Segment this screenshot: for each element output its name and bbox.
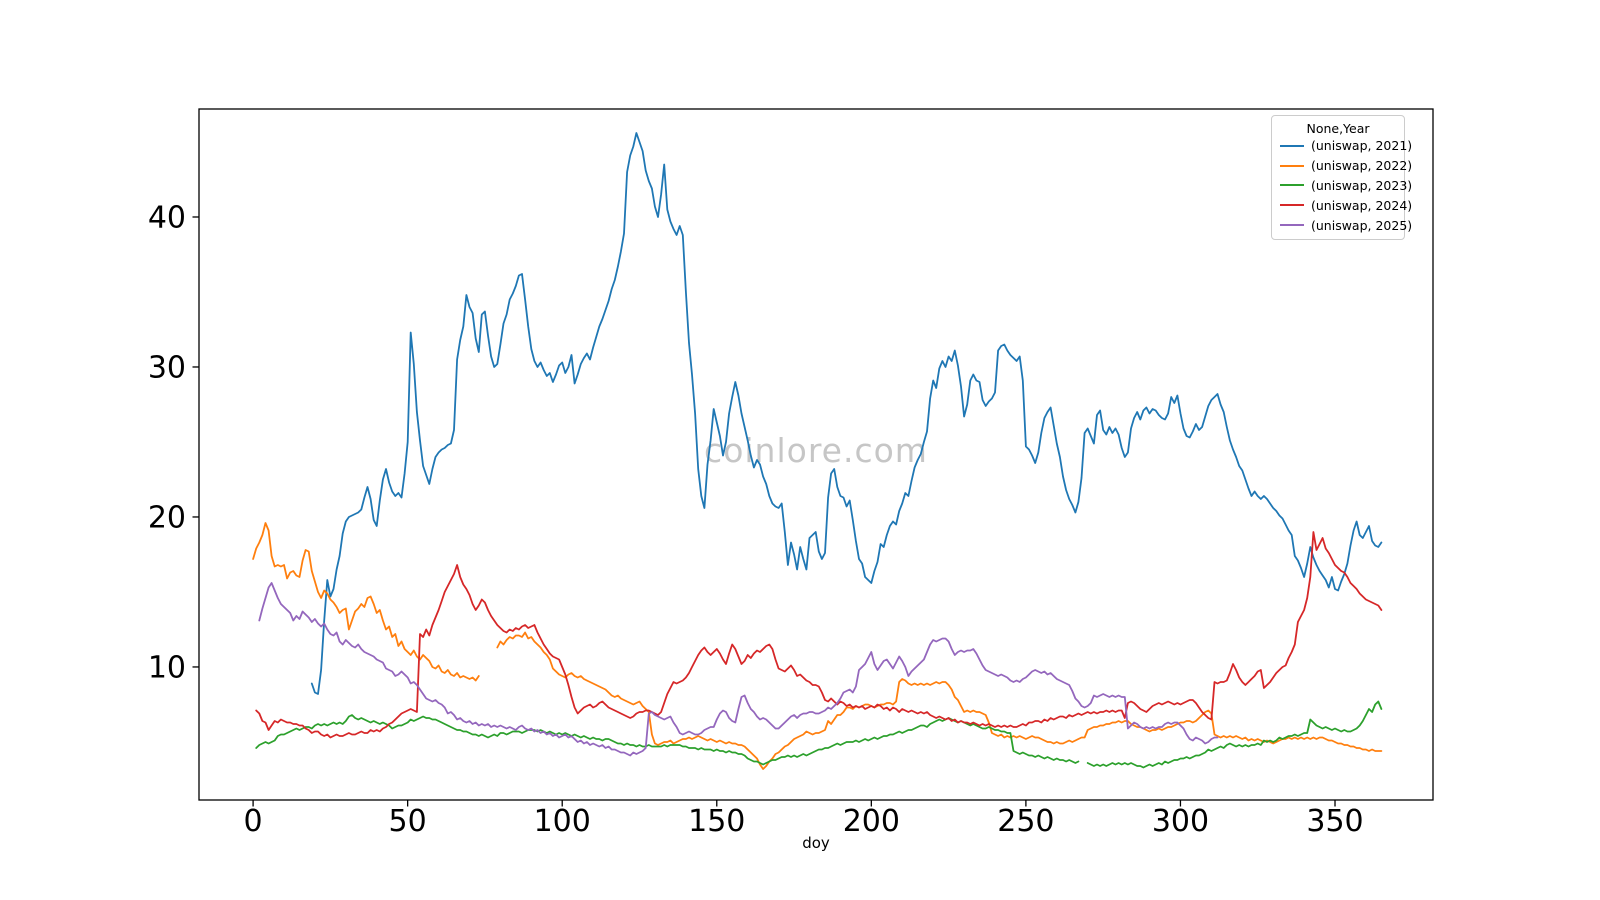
legend-item: (uniswap, 2022) (1272, 156, 1412, 176)
watermark: coinlore.com (704, 431, 928, 470)
axes-layer: 0 50 100 150 200 250 300 350 10 20 30 40 (148, 108, 1434, 839)
legend-item: (uniswap, 2023) (1272, 176, 1412, 196)
legend-item: (uniswap, 2025) (1272, 215, 1412, 235)
series-line-2025 (258, 582, 1219, 757)
legend-item-label: (uniswap, 2021) (1311, 138, 1413, 154)
x-axis-label: doy (802, 834, 830, 852)
y-tick-label: 30 (148, 350, 186, 385)
y-tick-label: 20 (148, 500, 186, 535)
legend-line-swatch (1280, 224, 1304, 227)
plot-border (198, 108, 1434, 801)
legend-item-label: (uniswap, 2023) (1311, 177, 1413, 193)
legend-line-swatch (1280, 164, 1304, 167)
legend: None,Year (uniswap, 2021) (uniswap, 2022)… (1271, 115, 1412, 240)
x-tick-label: 100 (534, 804, 591, 839)
x-tick-label: 200 (843, 804, 900, 839)
series-line-2024 (255, 531, 1383, 739)
legend-line-swatch (1280, 204, 1304, 207)
x-tick-label: 350 (1306, 804, 1363, 839)
x-tick-label: 300 (1152, 804, 1209, 839)
series-line-2022 (496, 631, 1383, 770)
x-tick-label: 150 (688, 804, 745, 839)
legend-items: (uniswap, 2021) (uniswap, 2022) (uniswap, … (1272, 136, 1412, 235)
legend-item: (uniswap, 2021) (1272, 136, 1412, 156)
x-tick-label: 0 (244, 804, 263, 839)
series-line-2023 (255, 714, 1080, 766)
y-tick-label: 40 (148, 200, 186, 235)
legend-item-label: (uniswap, 2024) (1311, 197, 1413, 213)
series-line-2023 (1086, 700, 1383, 769)
series-layer (252, 132, 1383, 770)
legend-line-swatch (1280, 144, 1304, 147)
legend-item-label: (uniswap, 2022) (1311, 158, 1413, 174)
series-line-2021 (310, 132, 1383, 695)
x-tick-label: 50 (389, 804, 427, 839)
legend-item-label: (uniswap, 2025) (1311, 217, 1413, 233)
legend-item: (uniswap, 2024) (1272, 195, 1412, 215)
legend-title: None,Year (1306, 121, 1370, 136)
series-line-2022 (252, 522, 480, 682)
y-tick-label: 10 (148, 650, 186, 685)
legend-line-swatch (1280, 184, 1304, 187)
x-tick-label: 250 (997, 804, 1054, 839)
